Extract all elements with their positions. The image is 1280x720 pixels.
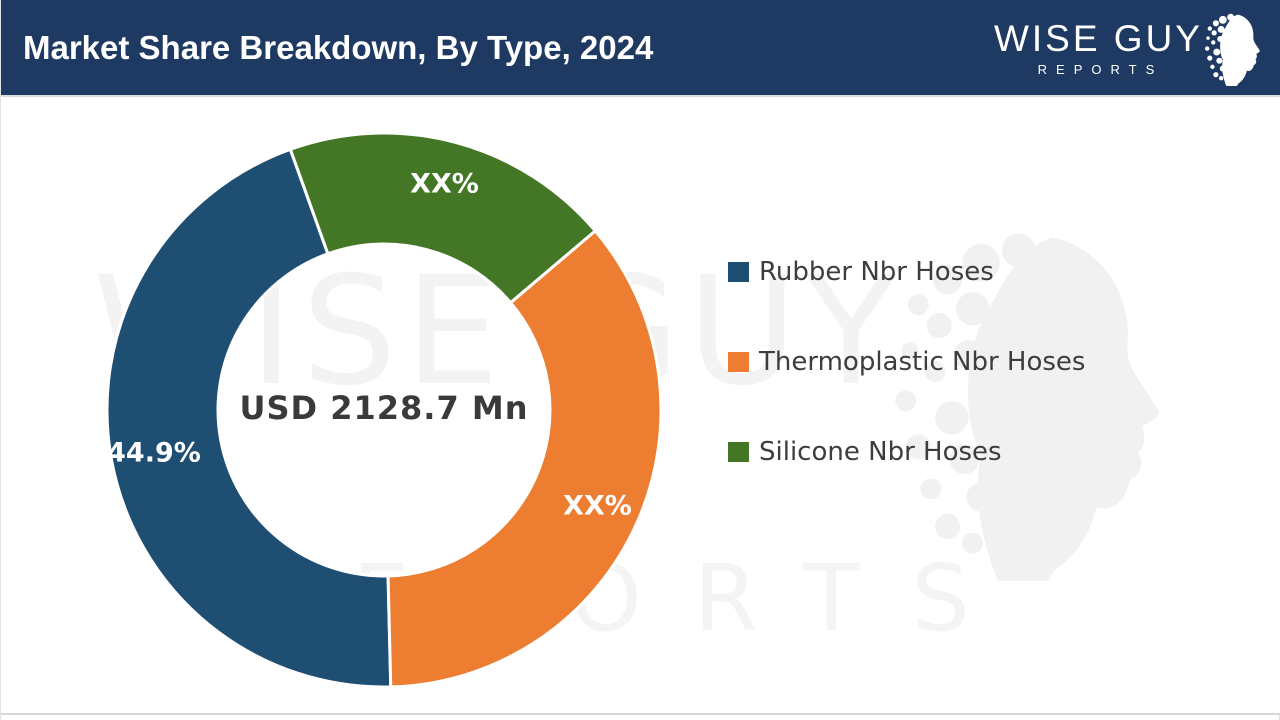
donut-chart: 44.9% XX% XX% xyxy=(84,110,684,710)
legend-swatch-silicone xyxy=(728,442,749,462)
chart-canvas: WISE GUY REPORTS 44.9% XX% XX% USD 2128.7 … xyxy=(1,97,1280,714)
legend-label: Silicone Nbr Hoses xyxy=(759,437,1002,467)
legend-item: Rubber Nbr Hoses xyxy=(728,252,1085,292)
legend-item: Thermoplastic Nbr Hoses xyxy=(728,342,1085,382)
header-bar: Market Share Breakdown, By Type, 2024 WI… xyxy=(1,0,1280,97)
legend-swatch-thermoplastic xyxy=(728,352,749,372)
donut-segment-0 xyxy=(105,147,393,689)
center-value-label: USD 2128.7 Mn xyxy=(239,389,529,427)
bottom-divider xyxy=(1,713,1280,715)
legend-label: Thermoplastic Nbr Hoses xyxy=(759,347,1086,377)
slice-label-0: 44.9% xyxy=(107,437,201,468)
legend-swatch-rubber xyxy=(728,262,749,282)
watermark-face-icon xyxy=(895,233,1159,581)
donut-segment-1 xyxy=(288,131,597,305)
legend-item: Silicone Nbr Hoses xyxy=(728,432,1085,472)
logo-line2: REPORTS xyxy=(1037,62,1164,77)
logo-wordmark: WISE GUY REPORTS xyxy=(994,20,1203,77)
legend-label: Rubber Nbr Hoses xyxy=(759,257,994,287)
donut-segment-2 xyxy=(386,229,663,689)
slice-label-2: XX% xyxy=(563,490,632,521)
page-title: Market Share Breakdown, By Type, 2024 xyxy=(23,28,654,66)
logo-line1: WISE GUY xyxy=(993,18,1203,59)
wiseguy-logo: WISE GUY REPORTS xyxy=(994,12,1263,86)
logo-face-icon xyxy=(1205,13,1260,86)
legend: Rubber Nbr Hoses Thermoplastic Nbr Hoses… xyxy=(728,252,1085,472)
slice-label-1: XX% xyxy=(410,168,479,199)
